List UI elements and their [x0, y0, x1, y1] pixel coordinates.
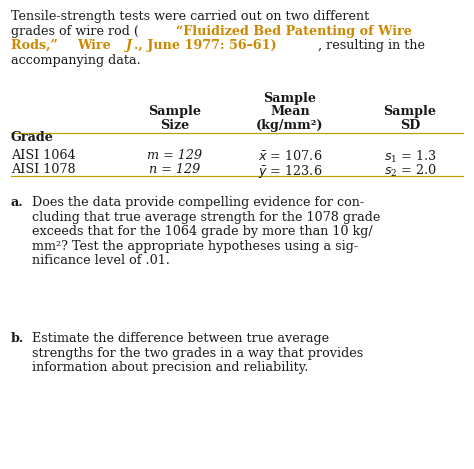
Text: mm²? Test the appropriate hypotheses using a sig-: mm²? Test the appropriate hypotheses usi… [32, 240, 358, 252]
Text: ., June 1977: 56–61): ., June 1977: 56–61) [134, 39, 277, 52]
Text: SD: SD [400, 119, 420, 131]
Text: cluding that true average strength for the 1078 grade: cluding that true average strength for t… [32, 211, 380, 224]
Text: Grade: Grade [11, 131, 54, 144]
Text: n = 129: n = 129 [149, 163, 201, 176]
Text: (kg/mm²): (kg/mm²) [256, 119, 324, 131]
Text: , resulting in the: , resulting in the [318, 39, 425, 52]
Text: m = 129: m = 129 [147, 149, 202, 162]
Text: Sample: Sample [383, 105, 437, 118]
Text: information about precision and reliability.: information about precision and reliabil… [32, 361, 309, 374]
Text: Wire: Wire [77, 39, 115, 52]
Text: AISI 1078: AISI 1078 [11, 163, 76, 176]
Text: Size: Size [160, 119, 190, 131]
Text: strengths for the two grades in a way that provides: strengths for the two grades in a way th… [32, 347, 363, 360]
Text: $\bar{x}$ = 107.6: $\bar{x}$ = 107.6 [258, 149, 322, 163]
Text: $s_{\mathregular{2}}$ = 2.0: $s_{\mathregular{2}}$ = 2.0 [383, 163, 437, 179]
Text: exceeds that for the 1064 grade by more than 10 kg/: exceeds that for the 1064 grade by more … [32, 225, 373, 238]
Text: Sample: Sample [148, 105, 201, 118]
Text: $\bar{y}$ = 123.6: $\bar{y}$ = 123.6 [258, 163, 322, 180]
Text: Rods,”: Rods,” [11, 39, 62, 52]
Text: Does the data provide compelling evidence for con-: Does the data provide compelling evidenc… [32, 196, 364, 209]
Text: b.: b. [11, 332, 24, 345]
Text: J: J [127, 39, 133, 52]
Text: a.: a. [11, 196, 24, 209]
Text: Tensile-strength tests were carried out on two different: Tensile-strength tests were carried out … [11, 10, 369, 23]
Text: nificance level of .01.: nificance level of .01. [32, 254, 170, 267]
Text: Sample: Sample [264, 91, 317, 105]
Text: Mean: Mean [270, 105, 310, 118]
Text: $s_{\mathregular{1}}$ = 1.3: $s_{\mathregular{1}}$ = 1.3 [383, 149, 437, 165]
Text: accompanying data.: accompanying data. [11, 53, 141, 67]
Text: “Fluidized Bed Patenting of Wire: “Fluidized Bed Patenting of Wire [176, 24, 412, 38]
Text: AISI 1064: AISI 1064 [11, 149, 76, 162]
Text: Estimate the difference between true average: Estimate the difference between true ave… [32, 332, 329, 345]
Text: grades of wire rod (: grades of wire rod ( [11, 24, 139, 38]
